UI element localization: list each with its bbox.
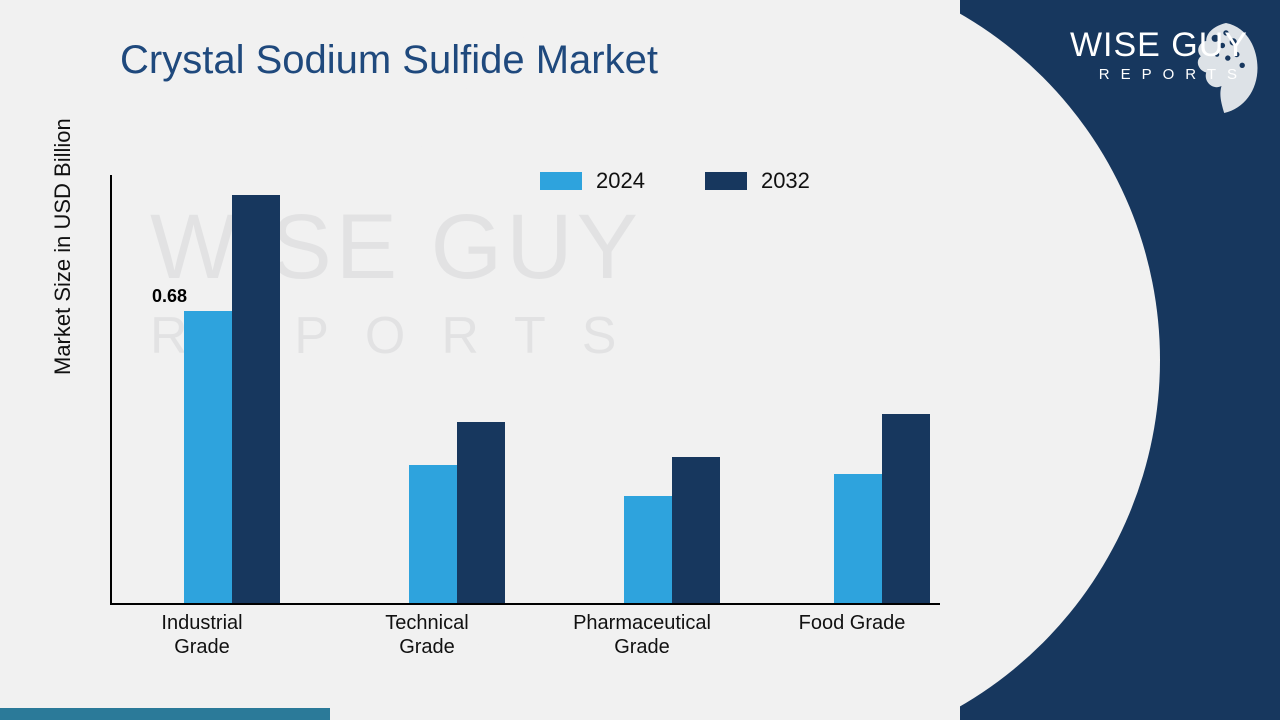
category-label: IndustrialGrade <box>112 611 292 659</box>
chart-legend: 2024 2032 <box>540 168 810 194</box>
page-title: Crystal Sodium Sulfide Market <box>120 38 658 83</box>
bar-2032 <box>232 195 280 604</box>
bar-2032 <box>457 422 505 603</box>
bar-2024 <box>834 474 882 603</box>
bar-group <box>592 457 752 603</box>
bar-group <box>802 414 962 603</box>
bar-group <box>377 422 537 603</box>
legend-item-2032: 2032 <box>705 168 810 194</box>
legend-swatch-2024 <box>540 172 582 190</box>
brand-name-bottom: REPORTS <box>1070 66 1248 83</box>
bar-2024 <box>409 465 457 603</box>
category-label: Food Grade <box>762 611 942 635</box>
page-root: WISE GUY REPORTS Crystal Sodium Sulfide … <box>0 0 1280 720</box>
bar-2032 <box>672 457 720 603</box>
bottom-accent-bar <box>0 708 330 720</box>
bar-chart: Market Size in USD Billion 0.68Industria… <box>60 175 960 675</box>
bar-group: 0.68 <box>152 195 312 604</box>
legend-swatch-2032 <box>705 172 747 190</box>
legend-label-2032: 2032 <box>761 168 810 194</box>
y-axis-label: Market Size in USD Billion <box>50 118 76 375</box>
brand-logo-text: WISE GUY REPORTS <box>1070 28 1248 83</box>
bar-value-label: 0.68 <box>152 286 187 307</box>
bar-2024 <box>624 496 672 604</box>
brand-name-top: WISE GUY <box>1070 28 1248 62</box>
legend-label-2024: 2024 <box>596 168 645 194</box>
bar-2032 <box>882 414 930 603</box>
bar-2024 <box>184 311 232 603</box>
legend-item-2024: 2024 <box>540 168 645 194</box>
chart-plot-area: 0.68IndustrialGradeTechnicalGradePharmac… <box>110 175 940 605</box>
category-label: TechnicalGrade <box>337 611 517 659</box>
category-label: PharmaceuticalGrade <box>552 611 732 659</box>
